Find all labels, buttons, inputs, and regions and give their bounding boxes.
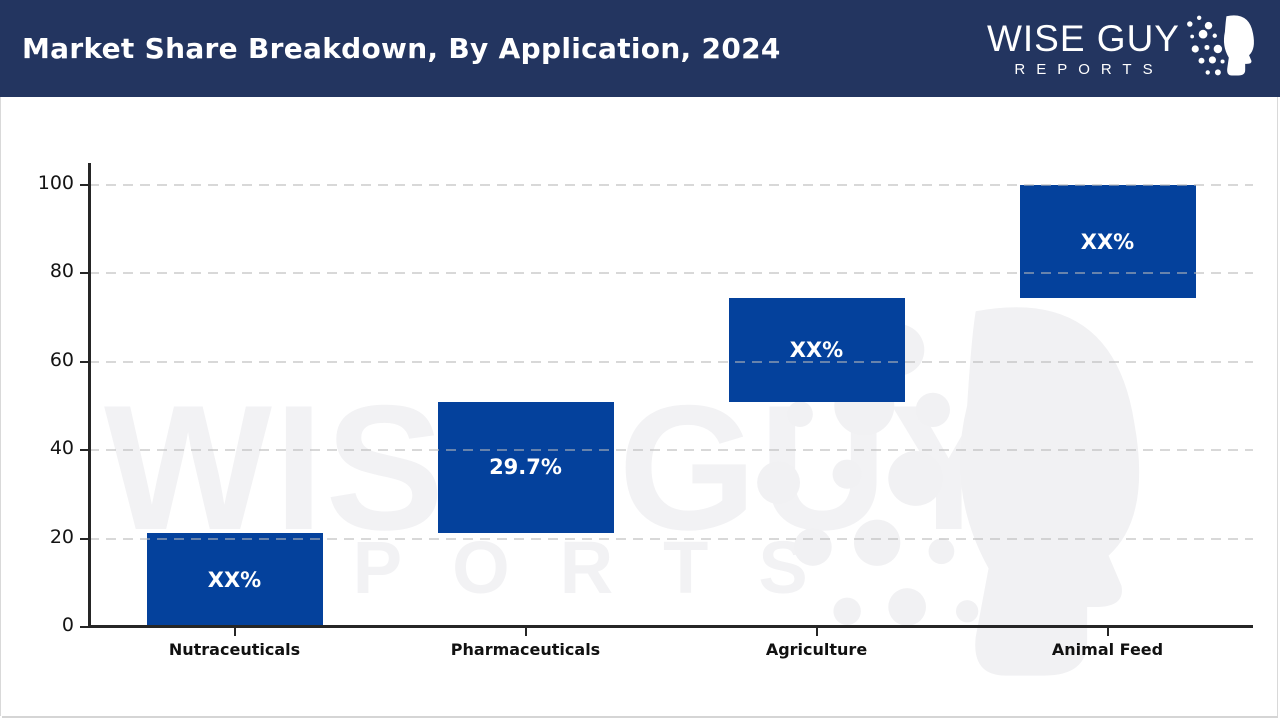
- category-label-2: Pharmaceuticals: [450, 640, 601, 659]
- y-tick-label-60: 60: [49, 348, 74, 371]
- y-tick-40: [80, 449, 89, 452]
- right-border: [1277, 97, 1278, 716]
- wiseguy-logo-text: WISE GUY REPORTS: [987, 20, 1180, 77]
- category-label-1: Nutraceuticals: [168, 640, 301, 659]
- y-tick-0: [80, 626, 89, 628]
- bar-nutraceuticals: XX%: [146, 532, 323, 627]
- category-label-3: Agriculture: [765, 640, 868, 659]
- y-tick-100: [80, 184, 89, 186]
- bar-pharmaceuticals: 29.7%: [437, 401, 614, 533]
- wiseguy-logo-subtitle: REPORTS: [1014, 61, 1164, 78]
- x-tick-4: [1106, 628, 1109, 636]
- y-tick-80: [80, 272, 89, 275]
- gridline-80: [89, 272, 1253, 275]
- gridline-100: [89, 184, 1253, 186]
- x-tick-1: [233, 628, 236, 636]
- y-tick-label-20: 20: [49, 525, 74, 548]
- bar-agriculture: XX%: [728, 298, 905, 402]
- y-tick-label-0: 0: [61, 614, 74, 636]
- wiseguy-face-icon: [1187, 14, 1254, 76]
- bar-value-label: XX%: [1080, 229, 1135, 254]
- left-border: [0, 97, 1, 716]
- gridline-40: [89, 449, 1253, 452]
- header-bar: Market Share Breakdown, By Application, …: [0, 0, 1280, 97]
- y-tick-60: [80, 360, 89, 363]
- x-tick-2: [524, 628, 527, 636]
- bar-value-label: 29.7%: [489, 455, 562, 480]
- y-tick-label-100: 100: [37, 172, 74, 194]
- y-tick-label-40: 40: [49, 437, 74, 460]
- y-tick-20: [80, 537, 89, 540]
- x-axis: [88, 625, 1253, 628]
- gridline-20: [89, 537, 1253, 540]
- wiseguy-logo: WISE GUY REPORTS: [987, 8, 1260, 90]
- bottom-border: [2, 716, 1278, 718]
- bar-animal-feed: XX%: [1019, 185, 1196, 299]
- gridline-60: [89, 360, 1253, 363]
- category-label-4: Animal Feed: [1051, 640, 1164, 659]
- y-tick-label-80: 80: [49, 260, 74, 283]
- x-tick-3: [815, 628, 818, 636]
- wiseguy-logo-wordmark: WISE GUY: [986, 18, 1180, 59]
- bar-value-label: XX%: [789, 337, 844, 362]
- page-title: Market Share Breakdown, By Application, …: [22, 32, 781, 65]
- y-axis: [88, 163, 91, 628]
- bar-value-label: XX%: [207, 567, 262, 592]
